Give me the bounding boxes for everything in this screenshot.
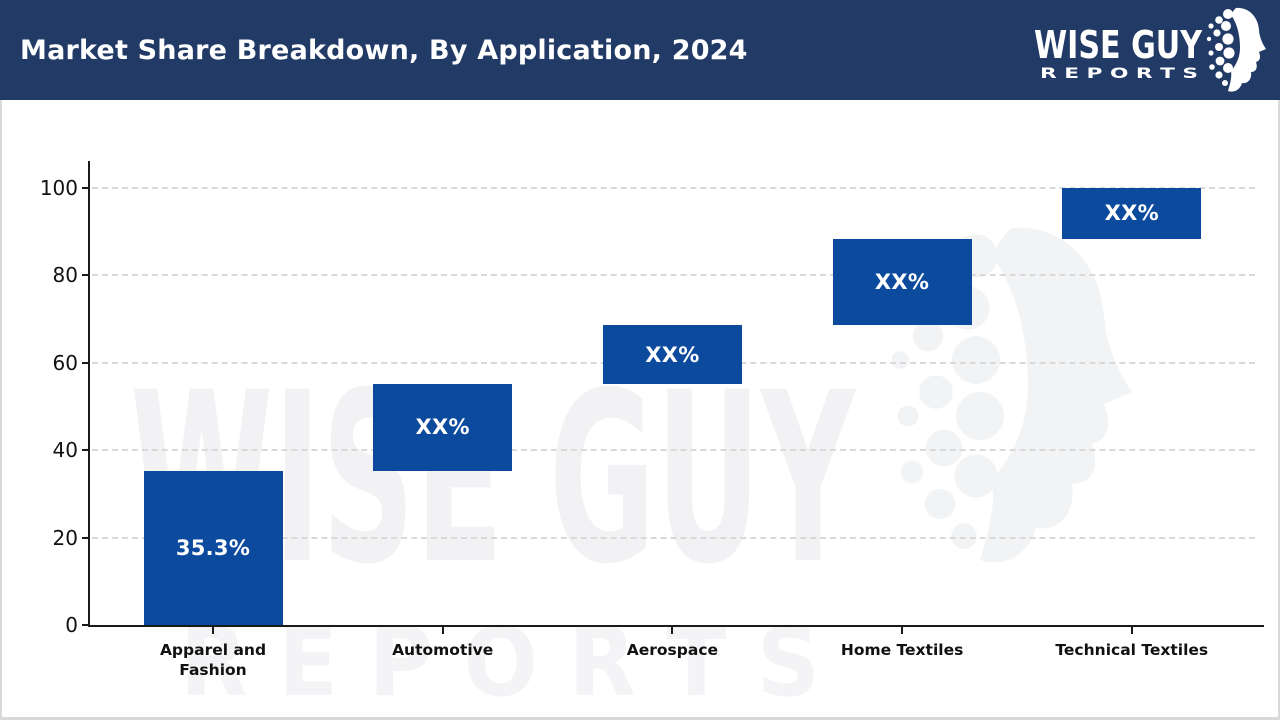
y-tick-label: 0	[65, 613, 78, 637]
x-tick	[1130, 627, 1133, 634]
bar-value-label: 35.3%	[175, 535, 251, 560]
gridline	[92, 274, 1255, 276]
y-tick-label: 80	[52, 263, 78, 287]
category-label: Aerospace	[626, 641, 719, 659]
header-bar: Market Share Breakdown, By Application, …	[0, 0, 1280, 100]
gridline	[92, 536, 1255, 539]
y-tick-label: 100	[39, 175, 78, 200]
chart-area: WISE GUY R E P O R T S 0 20 40 60 80 100 35.3%…	[0, 100, 1280, 720]
y-tick	[82, 274, 89, 276]
category-label: Apparel and Fashion	[159, 641, 267, 679]
x-axis-line	[88, 625, 1264, 627]
category-label: Automotive	[392, 641, 494, 659]
y-tick	[82, 361, 89, 364]
bar-value-label: XX%	[645, 342, 700, 367]
x-tick	[212, 627, 214, 634]
bar-automotive: XX%	[373, 384, 513, 471]
category-label: Technical Textiles	[1055, 641, 1209, 659]
bar-aerospace: XX%	[602, 325, 742, 385]
y-tick-label: 40	[52, 438, 78, 462]
y-axis-line	[88, 161, 90, 627]
bar-value-label: XX%	[415, 415, 470, 440]
y-tick	[82, 449, 89, 451]
y-tick	[82, 624, 89, 626]
category-label: Home Textiles	[840, 641, 964, 659]
wise-guy-reports-logo: WISE GUY R E P O R T S	[1034, 7, 1266, 92]
chart-title: Market Share Breakdown, By Application, …	[20, 34, 748, 66]
bar-value-label: XX%	[874, 270, 930, 294]
logo-wordmark: WISE GUY	[1034, 23, 1202, 67]
x-tick	[901, 627, 904, 634]
x-tick	[441, 627, 444, 634]
y-tick	[82, 536, 89, 539]
y-tick-label: 60	[52, 350, 78, 375]
bar-value-label: XX%	[1104, 201, 1159, 226]
bar-home-textiles: XX%	[832, 238, 972, 326]
gridline	[92, 186, 1255, 189]
y-tick	[82, 186, 89, 189]
bar-technical-textiles: XX%	[1062, 187, 1202, 239]
x-tick	[671, 627, 674, 634]
logo-face-icon	[1206, 7, 1266, 92]
gridline	[92, 449, 1255, 451]
bar-apparel-and-fashion: 35.3%	[143, 470, 283, 625]
y-tick-label: 20	[52, 525, 78, 550]
logo-subtext: R E P O R T S	[1040, 66, 1198, 82]
